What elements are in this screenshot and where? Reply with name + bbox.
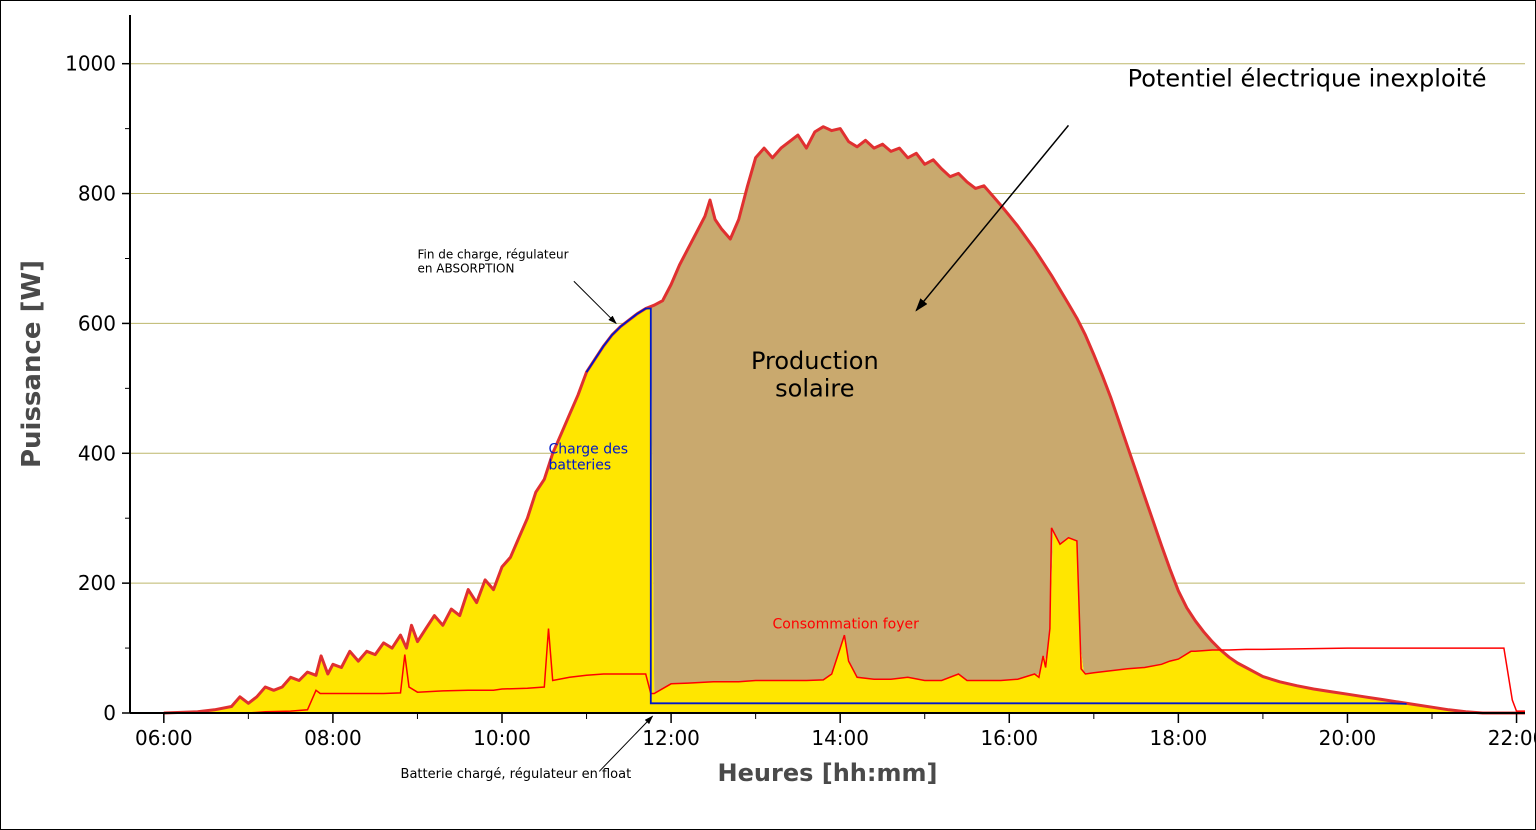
x-tick-label: 16:00: [980, 726, 1038, 750]
annotation-unused-potential: Potentiel électrique inexploité: [1128, 64, 1487, 92]
y-tick-label: 400: [78, 441, 116, 465]
x-tick-label: 22:00: [1488, 726, 1536, 750]
x-tick-label: 14:00: [811, 726, 869, 750]
x-tick-label: 18:00: [1150, 726, 1208, 750]
y-tick-label: 1000: [65, 52, 116, 76]
annotation-batt-float: Batterie chargé, régulateur en float: [401, 767, 632, 782]
x-axis-label: Heures [hh:mm]: [718, 759, 938, 787]
y-axis-label: Puissance [W]: [17, 260, 47, 468]
x-tick-label: 10:00: [473, 726, 531, 750]
x-tick-label: 20:00: [1319, 726, 1377, 750]
x-tick-label: 06:00: [135, 726, 193, 750]
power-chart: 0 200 400 600 800 1000 06:00 08:00 10:00 12:00 14:…: [0, 0, 1536, 830]
y-tick-label: 600: [78, 311, 116, 335]
y-tick-label: 200: [78, 571, 116, 595]
annotation-conso-foyer: Consommation foyer: [773, 617, 920, 633]
chart-svg: 0 200 400 600 800 1000 06:00 08:00 10:00 12:00 14:…: [0, 0, 1536, 830]
x-tick-label: 08:00: [304, 726, 362, 750]
y-tick-label: 0: [103, 701, 116, 725]
y-tick-label: 800: [78, 182, 116, 206]
x-tick-label: 12:00: [642, 726, 700, 750]
